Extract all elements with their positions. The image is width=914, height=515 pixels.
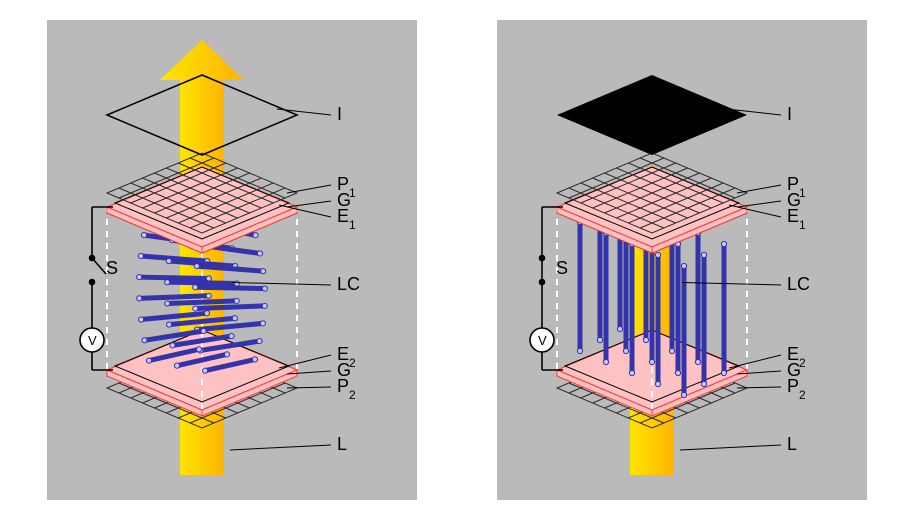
svg-text:I: I	[337, 104, 342, 124]
panel: IP1GE1LCE2GP2LSV	[47, 20, 417, 500]
svg-text:LC: LC	[787, 274, 810, 294]
svg-text:V: V	[88, 333, 97, 348]
lcd-panel-0: IP1GE1LCE2GP2LSV	[47, 20, 417, 500]
svg-text:L: L	[787, 434, 797, 454]
svg-text:S: S	[556, 258, 568, 278]
svg-text:I: I	[787, 104, 792, 124]
panel: IP1GE1LCE2GP2LSV	[497, 20, 867, 500]
svg-text:V: V	[538, 333, 547, 348]
lcd-panel-1: IP1GE1LCE2GP2LSV	[497, 20, 867, 500]
svg-text:LC: LC	[337, 274, 360, 294]
svg-text:L: L	[337, 434, 347, 454]
svg-text:S: S	[106, 258, 118, 278]
